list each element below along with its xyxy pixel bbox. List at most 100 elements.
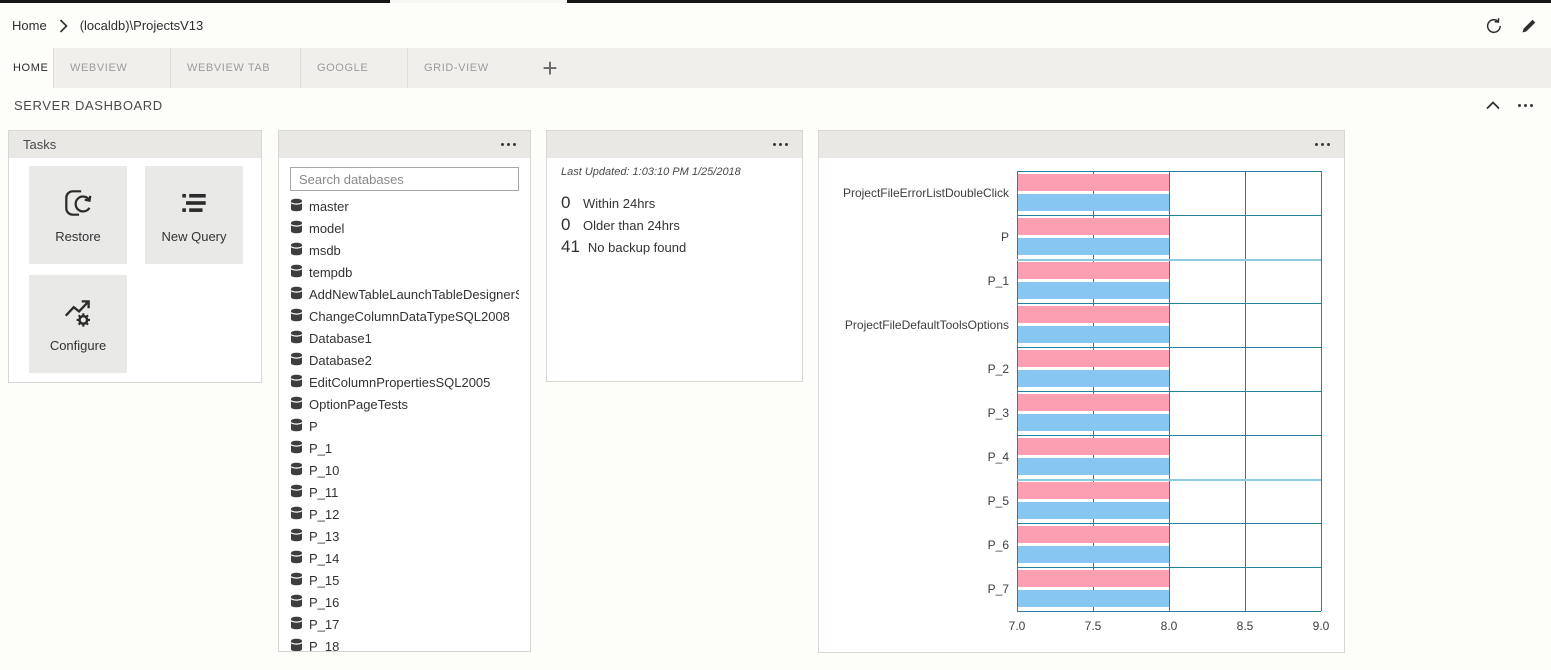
database-list-item[interactable]: AddNewTableLaunchTableDesignerS bbox=[290, 283, 519, 305]
database-name: AddNewTableLaunchTableDesignerS bbox=[309, 286, 519, 302]
pencil-icon[interactable] bbox=[1519, 16, 1539, 36]
bar-pink bbox=[1018, 438, 1169, 455]
chart-category-label: P bbox=[1000, 230, 1009, 244]
chart-category-label: P_2 bbox=[987, 362, 1009, 376]
database-icon bbox=[290, 374, 303, 391]
bar-pink bbox=[1018, 526, 1169, 543]
chart-row-separator bbox=[1017, 171, 1321, 172]
breadcrumb: Home (localdb)\ProjectsV13 bbox=[0, 3, 1551, 48]
collapse-chevron-up-icon[interactable] bbox=[1484, 99, 1502, 112]
stat-value: 0 bbox=[561, 215, 571, 234]
bar-blue bbox=[1018, 414, 1169, 431]
dashboard-menu-ellipsis-icon[interactable] bbox=[1514, 100, 1537, 111]
configure-icon bbox=[61, 295, 95, 332]
database-list-item[interactable]: msdb bbox=[290, 239, 519, 261]
bar-blue bbox=[1018, 370, 1169, 387]
refresh-icon[interactable] bbox=[1483, 15, 1505, 37]
database-list-item[interactable]: tempdb bbox=[290, 261, 519, 283]
database-icon bbox=[290, 308, 303, 325]
database-list-item[interactable]: P_11 bbox=[290, 481, 519, 503]
database-icon bbox=[290, 528, 303, 545]
database-list-item[interactable]: P_17 bbox=[290, 613, 519, 635]
database-name: P bbox=[309, 418, 318, 434]
chart-row-separator bbox=[1017, 567, 1321, 568]
database-name: model bbox=[309, 220, 345, 236]
tasks-panel-title: Tasks bbox=[23, 137, 57, 152]
database-list-item[interactable]: model bbox=[290, 217, 519, 239]
database-list-item[interactable]: P_13 bbox=[290, 525, 519, 547]
tab-grid-view[interactable]: GRID-VIEW bbox=[407, 48, 528, 88]
bar-pink bbox=[1018, 394, 1169, 411]
x-axis-tick-label: 8.5 bbox=[1236, 619, 1254, 633]
database-name: P_10 bbox=[309, 462, 340, 478]
chart-row-separator bbox=[1017, 435, 1321, 436]
breadcrumb-home[interactable]: Home bbox=[12, 18, 47, 33]
backup-chart-panel: 7.0 7.5 8.0 8.5 9.0 ProjectFileErrorListDoubl… bbox=[818, 130, 1345, 653]
database-list-item[interactable]: P_10 bbox=[290, 459, 519, 481]
dashboard-header: SERVER DASHBOARD bbox=[0, 88, 1551, 122]
chart-row-separator bbox=[1017, 611, 1321, 612]
database-name: P_18 bbox=[309, 638, 340, 652]
tab-home[interactable]: HOME bbox=[0, 48, 53, 88]
database-list-item[interactable]: Database1 bbox=[290, 327, 519, 349]
database-list-item[interactable]: P bbox=[290, 415, 519, 437]
database-name: P_13 bbox=[309, 528, 340, 544]
chart-row-separator bbox=[1017, 303, 1321, 304]
database-name: OptionPageTests bbox=[309, 396, 409, 412]
database-list-item[interactable]: P_1 bbox=[290, 437, 519, 459]
search-databases-input[interactable] bbox=[290, 167, 519, 191]
database-list-item[interactable]: master bbox=[290, 195, 519, 217]
database-icon bbox=[290, 616, 303, 633]
bar-blue bbox=[1018, 546, 1169, 563]
database-name: EditColumnPropertiesSQL2005 bbox=[309, 374, 491, 390]
tab-webview-tab[interactable]: WEBVIEW TAB bbox=[170, 48, 300, 88]
stat-no-backup: 41 No backup found bbox=[561, 237, 788, 259]
database-icon bbox=[290, 264, 303, 281]
database-name: P_1 bbox=[309, 440, 333, 456]
tab-google[interactable]: GOOGLE bbox=[300, 48, 407, 88]
database-icon bbox=[290, 572, 303, 589]
chart-row-separator bbox=[1017, 259, 1321, 261]
database-list-item[interactable]: P_18 bbox=[290, 635, 519, 652]
database-name: Database1 bbox=[309, 330, 372, 346]
add-tab-button[interactable]: + bbox=[528, 48, 572, 88]
database-list-item[interactable]: P_16 bbox=[290, 591, 519, 613]
database-icon bbox=[290, 440, 303, 457]
database-list-item[interactable]: EditColumnPropertiesSQL2005 bbox=[290, 371, 519, 393]
database-list-item[interactable]: P_12 bbox=[290, 503, 519, 525]
chart-category-label: ProjectFileErrorListDoubleClick bbox=[842, 186, 1009, 200]
backup-panel-header bbox=[547, 131, 802, 158]
database-list-item[interactable]: Database2 bbox=[290, 349, 519, 371]
bar-pink bbox=[1018, 306, 1169, 323]
database-list-item[interactable]: P_15 bbox=[290, 569, 519, 591]
database-icon bbox=[290, 330, 303, 347]
page-title: SERVER DASHBOARD bbox=[14, 97, 163, 113]
database-list-item[interactable]: OptionPageTests bbox=[290, 393, 519, 415]
database-list-item[interactable]: ChangeColumnDataTypeSQL2008 bbox=[290, 305, 519, 327]
chart-row-separator bbox=[1017, 347, 1321, 348]
tasks-panel-header: Tasks bbox=[9, 131, 261, 158]
x-axis-tick-label: 9.0 bbox=[1312, 619, 1330, 633]
databases-panel: master model msdb tempdb AddNewTableLaunchTa… bbox=[278, 130, 531, 652]
database-name: master bbox=[309, 198, 349, 214]
new-query-button[interactable]: New Query bbox=[145, 166, 243, 264]
configure-button[interactable]: Configure bbox=[29, 275, 127, 373]
databases-menu-ellipsis-icon[interactable] bbox=[497, 139, 520, 150]
bar-blue bbox=[1018, 502, 1169, 519]
x-axis-tick-label: 7.5 bbox=[1084, 619, 1102, 633]
database-list-item[interactable]: P_14 bbox=[290, 547, 519, 569]
tab-webview[interactable]: WEBVIEW bbox=[53, 48, 170, 88]
chart-category-label: P_7 bbox=[987, 582, 1009, 596]
bar-blue bbox=[1018, 326, 1169, 343]
database-icon bbox=[290, 418, 303, 435]
restore-button[interactable]: Restore bbox=[29, 166, 127, 264]
chart-menu-ellipsis-icon[interactable] bbox=[1311, 139, 1334, 150]
database-name: Database2 bbox=[309, 352, 372, 368]
backup-menu-ellipsis-icon[interactable] bbox=[769, 139, 792, 150]
chart-category-label: P_6 bbox=[987, 538, 1009, 552]
chart-category-label: P_3 bbox=[987, 406, 1009, 420]
database-name: tempdb bbox=[309, 264, 353, 280]
last-updated-text: Last Updated: 1:03:10 PM 1/25/2018 bbox=[561, 166, 741, 178]
restore-label: Restore bbox=[55, 229, 101, 244]
bar-blue bbox=[1018, 458, 1169, 475]
